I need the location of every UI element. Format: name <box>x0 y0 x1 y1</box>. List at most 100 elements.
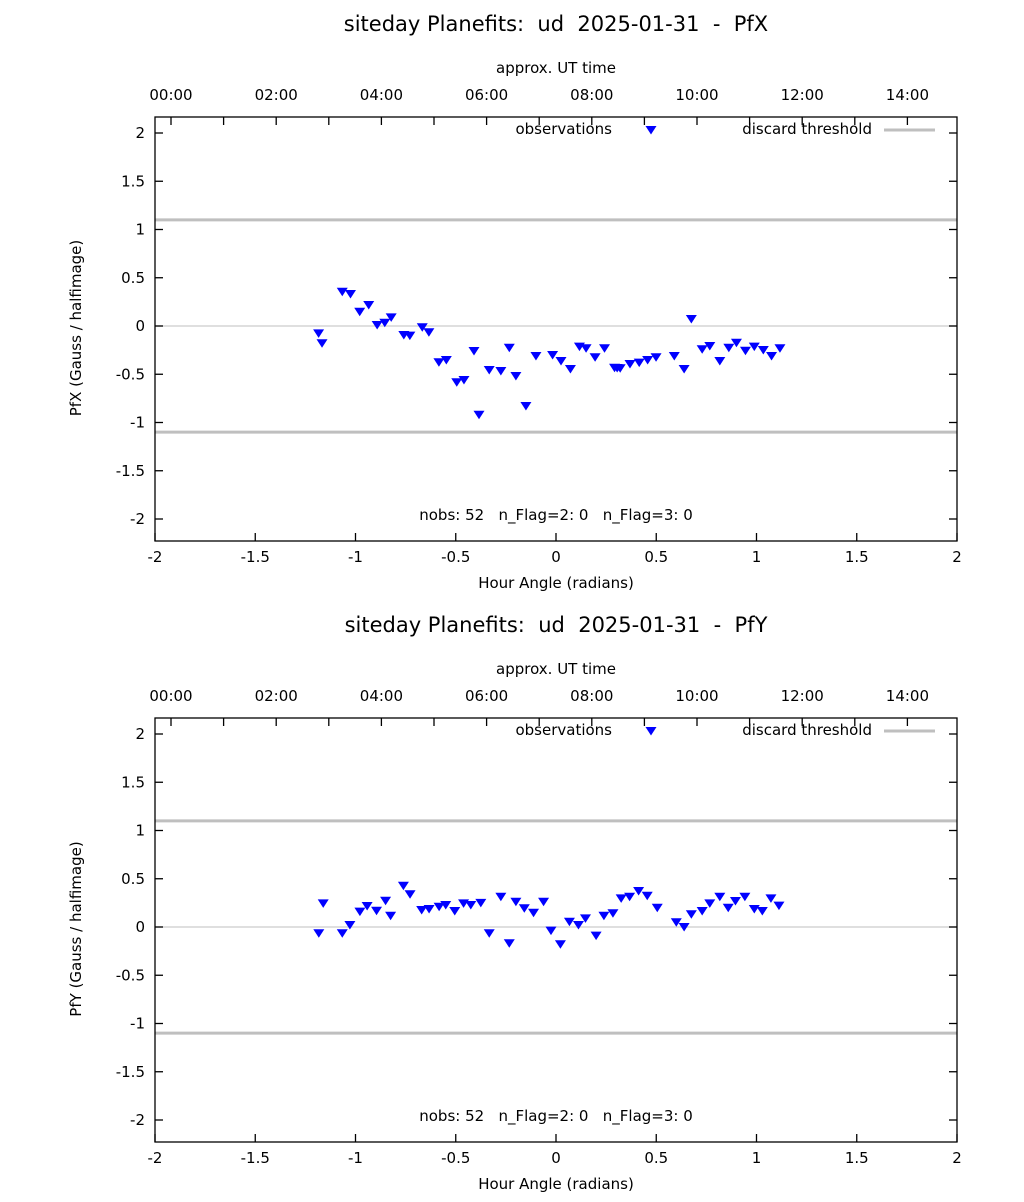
data-point <box>354 307 366 317</box>
pfy-y-axis-label: PfY (Gauss / halfimage) <box>67 841 85 1017</box>
legend-observations-marker-icon <box>645 727 657 736</box>
data-point <box>564 365 576 374</box>
data-point <box>739 346 751 356</box>
data-point <box>624 892 636 902</box>
data-point <box>696 906 708 916</box>
pfy-title: siteday Planefits: ud 2025-01-31 - PfY <box>344 613 768 637</box>
data-point <box>739 892 751 902</box>
y-tick-label: 0 <box>135 317 145 335</box>
legend-observations-marker-icon <box>645 126 657 135</box>
pfx-title: siteday Planefits: ud 2025-01-31 - PfX <box>343 12 769 36</box>
ut-tick-label: 10:00 <box>675 86 718 104</box>
x-tick-label: -1 <box>348 548 363 566</box>
data-point <box>599 344 611 353</box>
ut-tick-label: 12:00 <box>781 687 824 705</box>
data-point <box>404 890 416 899</box>
data-point <box>475 898 487 908</box>
pfy-x-axis-label: Hour Angle (radians) <box>478 1175 634 1193</box>
data-point <box>756 906 768 916</box>
ut-tick-label: 12:00 <box>781 86 824 104</box>
data-point <box>336 287 348 297</box>
data-point <box>723 343 735 353</box>
data-point <box>668 352 680 361</box>
data-point <box>433 358 445 367</box>
data-point <box>385 911 397 921</box>
data-point <box>651 903 663 913</box>
data-point <box>473 410 485 420</box>
data-point <box>704 341 716 351</box>
data-point <box>624 360 636 369</box>
data-point <box>483 366 495 375</box>
data-point <box>354 907 366 917</box>
data-point <box>451 378 463 387</box>
legend-threshold-label: discard threshold <box>742 120 872 138</box>
data-point <box>440 355 452 365</box>
y-tick-label: -2 <box>130 1111 145 1129</box>
data-point <box>633 887 645 896</box>
ut-tick-label: 08:00 <box>570 86 613 104</box>
data-point <box>503 343 515 353</box>
y-tick-label: 1 <box>135 221 145 239</box>
data-point <box>598 911 610 921</box>
data-point <box>465 900 477 910</box>
pfy-plot-canvas: 2 1.5 1 0.5 0 -0.5 -1 -1.5 -2 -2 -1.5 -1 -0.5 0 0.5 1 1.… <box>116 687 962 1167</box>
data-point <box>748 342 760 352</box>
data-point <box>589 353 601 362</box>
x-tick-label: -2 <box>148 548 163 566</box>
data-point <box>449 906 461 916</box>
y-tick-label: -0.5 <box>116 966 145 984</box>
data-point <box>757 346 769 355</box>
data-point <box>397 881 409 891</box>
y-tick-label: -2 <box>130 510 145 528</box>
data-point <box>503 939 515 948</box>
data-point <box>685 314 697 324</box>
data-point <box>440 900 452 910</box>
ut-tick-label: 02:00 <box>255 687 298 705</box>
data-point <box>518 904 530 913</box>
data-point <box>495 892 507 902</box>
data-point <box>572 920 584 930</box>
data-point <box>579 914 591 923</box>
pfx-y-axis-label: PfX (Gauss / halfimage) <box>67 239 85 417</box>
data-point <box>510 897 522 907</box>
data-point <box>590 931 602 941</box>
observations-series <box>313 881 785 949</box>
plot-border <box>154 116 958 542</box>
data-point <box>650 353 662 362</box>
data-point <box>580 344 592 353</box>
data-point <box>528 908 540 918</box>
observations-series <box>313 287 786 420</box>
ut-tick-label: 06:00 <box>465 86 508 104</box>
x-tick-label: 1 <box>752 548 762 566</box>
data-point <box>458 375 470 385</box>
data-point <box>416 906 428 915</box>
y-tick-label: -1.5 <box>116 462 145 480</box>
data-point <box>696 345 708 354</box>
data-point <box>344 920 356 930</box>
data-point <box>404 331 416 341</box>
data-point <box>545 926 557 936</box>
ut-tick-label: 06:00 <box>465 687 508 705</box>
x-tick-label: -1.5 <box>241 548 270 566</box>
data-point <box>530 352 542 361</box>
data-point <box>704 899 716 908</box>
data-point <box>670 918 682 927</box>
data-point <box>641 891 653 901</box>
data-point <box>468 346 480 356</box>
pfy-ut-axis-label: approx. UT time <box>496 660 616 678</box>
data-point <box>765 894 777 903</box>
x-tick-label: -0.5 <box>441 1149 470 1167</box>
data-point <box>379 318 391 328</box>
y-tick-label: -1 <box>130 414 145 432</box>
x-tick-label: 0.5 <box>644 1149 668 1167</box>
y-tick-label: 2 <box>135 124 145 142</box>
data-point <box>685 910 697 919</box>
y-tick-label: 1 <box>135 822 145 840</box>
data-point <box>633 358 645 368</box>
pfx-x-axis-label: Hour Angle (radians) <box>478 574 634 592</box>
x-tick-label: -2 <box>148 1149 163 1167</box>
ut-tick-label: 14:00 <box>886 86 929 104</box>
ut-tick-label: 14:00 <box>886 687 929 705</box>
data-point <box>317 899 329 908</box>
x-tick-label: 2 <box>952 548 962 566</box>
